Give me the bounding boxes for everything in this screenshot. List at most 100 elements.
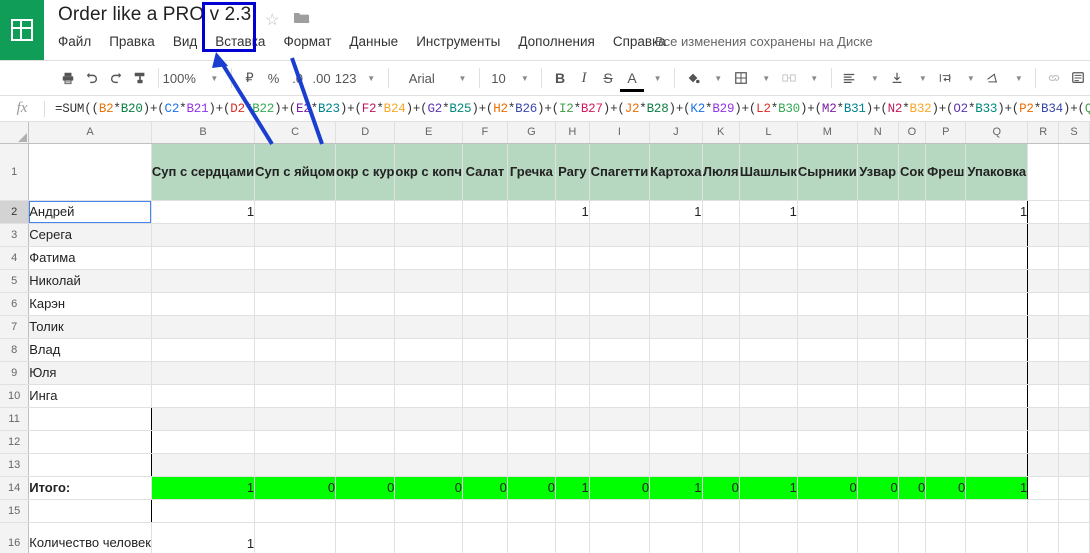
row-header-7[interactable]: 7	[0, 315, 30, 339]
cell-D2[interactable]	[335, 200, 396, 224]
cell-P6[interactable]	[925, 292, 967, 316]
column-header-s[interactable]: S	[1058, 122, 1090, 144]
cell-D13[interactable]	[335, 453, 396, 477]
cell-L11[interactable]	[739, 407, 798, 431]
cell-E13[interactable]	[394, 453, 463, 477]
column-header-k[interactable]: K	[702, 122, 740, 144]
cell-O8[interactable]	[898, 338, 927, 362]
cell-R13[interactable]	[1027, 453, 1060, 477]
cell-P1[interactable]: Фреш	[925, 142, 967, 201]
menu-addons[interactable]: Дополнения	[518, 34, 595, 49]
cell-M14[interactable]: 0	[797, 475, 858, 500]
row-header-8[interactable]: 8	[0, 338, 30, 362]
cell-J12[interactable]	[649, 430, 703, 454]
cell-B15[interactable]	[151, 499, 256, 523]
cell-K4[interactable]	[702, 246, 740, 270]
cell-H14[interactable]: 1	[555, 475, 590, 500]
cell-N11[interactable]	[857, 407, 899, 431]
cell-D15[interactable]	[335, 499, 396, 523]
menu-format[interactable]: Формат	[283, 34, 332, 49]
cell-E1[interactable]: окр с копч	[394, 142, 463, 201]
cell-Q15[interactable]	[965, 499, 1029, 523]
cell-G4[interactable]	[507, 246, 556, 270]
text-wrap-icon[interactable]	[933, 65, 957, 91]
cell-K15[interactable]	[702, 499, 740, 523]
row-header-10[interactable]: 10	[0, 384, 30, 408]
cell-Q11[interactable]	[965, 407, 1029, 431]
cell-H1[interactable]: Рагу	[554, 142, 590, 201]
print-icon[interactable]	[56, 65, 80, 91]
cell-C7[interactable]	[254, 315, 337, 339]
cell-I3[interactable]	[589, 223, 651, 247]
row-header-15[interactable]: 15	[0, 499, 30, 523]
cell-F5[interactable]	[462, 269, 508, 293]
menu-data[interactable]: Данные	[349, 34, 399, 49]
currency-format-button[interactable]: ₽	[245, 70, 254, 85]
cell-F1[interactable]: Салат	[461, 142, 508, 201]
cell-R16[interactable]	[1027, 522, 1060, 553]
cell-Q14[interactable]: 1	[965, 475, 1029, 500]
cell-H16[interactable]	[555, 522, 590, 553]
column-header-r[interactable]: R	[1027, 122, 1060, 144]
vertical-align-icon[interactable]	[885, 65, 909, 91]
cell-J10[interactable]	[649, 384, 703, 408]
zoom-value[interactable]: 100%	[162, 70, 196, 86]
cell-K9[interactable]	[702, 361, 740, 385]
strikethrough-button[interactable]: S	[603, 70, 613, 86]
cell-P11[interactable]	[925, 407, 967, 431]
spreadsheet-grid[interactable]: A B C D E F G H I J K L M N O P Q R S 1 Суп с сердцами Суп с …	[0, 122, 1090, 553]
font-size-dropdown-icon[interactable]: ▼	[520, 73, 529, 83]
menu-help[interactable]: Справка	[612, 34, 666, 49]
cell-J6[interactable]	[649, 292, 703, 316]
cell-H9[interactable]	[555, 361, 590, 385]
cell-A11[interactable]	[28, 407, 152, 431]
cell-F11[interactable]	[462, 407, 508, 431]
menu-view[interactable]: Вид	[172, 34, 198, 49]
cell-O5[interactable]	[898, 269, 927, 293]
merge-cells-icon[interactable]	[777, 65, 801, 91]
cell-B13[interactable]	[151, 453, 256, 477]
cell-D10[interactable]	[335, 384, 396, 408]
cell-Q6[interactable]	[965, 292, 1029, 316]
cell-H3[interactable]	[555, 223, 590, 247]
cell-J9[interactable]	[649, 361, 703, 385]
cell-A6[interactable]: Карэн	[28, 292, 152, 316]
column-header-o[interactable]: O	[898, 122, 927, 144]
cell-C4[interactable]	[254, 246, 337, 270]
cell-F4[interactable]	[462, 246, 508, 270]
cell-B2[interactable]: 1	[151, 200, 256, 224]
cell-F10[interactable]	[462, 384, 508, 408]
cell-L9[interactable]	[739, 361, 798, 385]
cell-K6[interactable]	[702, 292, 740, 316]
cell-O9[interactable]	[898, 361, 927, 385]
cell-H6[interactable]	[555, 292, 590, 316]
cell-O6[interactable]	[898, 292, 927, 316]
cell-I4[interactable]	[589, 246, 651, 270]
cell-S12[interactable]	[1058, 430, 1090, 454]
column-header-l[interactable]: L	[739, 122, 798, 144]
cell-S4[interactable]	[1058, 246, 1090, 270]
cell-A15[interactable]	[28, 499, 152, 523]
cell-I8[interactable]	[589, 338, 651, 362]
cell-L2[interactable]: 1	[739, 200, 798, 224]
row-header-9[interactable]: 9	[0, 361, 30, 385]
cell-S7[interactable]	[1058, 315, 1090, 339]
fill-color-dropdown-icon[interactable]: ▼	[714, 73, 723, 83]
cell-O2[interactable]	[898, 200, 927, 224]
cell-M9[interactable]	[797, 361, 858, 385]
cell-B6[interactable]	[151, 292, 256, 316]
cell-S1[interactable]	[1058, 143, 1090, 201]
cell-L13[interactable]	[739, 453, 798, 477]
column-header-c[interactable]: C	[254, 122, 337, 144]
column-header-e[interactable]: E	[394, 122, 463, 144]
cell-P13[interactable]	[925, 453, 967, 477]
cell-M12[interactable]	[797, 430, 858, 454]
cell-A4[interactable]: Фатима	[28, 246, 152, 270]
cell-R11[interactable]	[1027, 407, 1060, 431]
cell-D1[interactable]: окр с кур	[335, 142, 396, 201]
cell-B12[interactable]	[151, 430, 256, 454]
cell-N15[interactable]	[857, 499, 899, 523]
cell-A9[interactable]: Юля	[28, 361, 152, 385]
row-header-16[interactable]: 16	[0, 522, 30, 553]
cell-J3[interactable]	[649, 223, 703, 247]
